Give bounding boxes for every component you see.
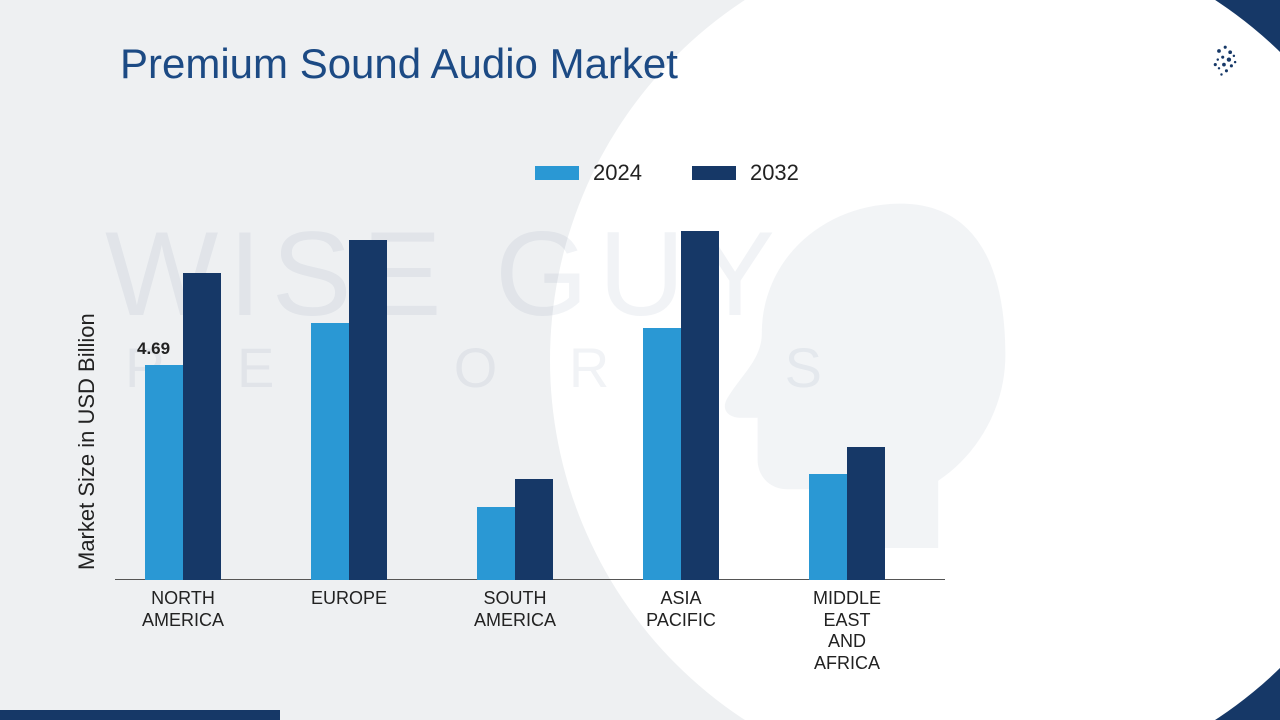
brand-head-icon	[1188, 32, 1250, 104]
bar-series-1	[145, 365, 183, 580]
bar-series-1	[311, 323, 349, 580]
legend-item: 2024	[535, 160, 642, 186]
legend-label: 2024	[593, 160, 642, 186]
legend-label: 2032	[750, 160, 799, 186]
bar-series-1	[477, 507, 515, 580]
bar-series-2	[183, 273, 221, 580]
brand-block: WISE GUY REPORTS	[1008, 32, 1250, 104]
brand-name: WISE GUY	[1008, 32, 1182, 66]
chart-canvas: WISE GUY R E P O R T S Premium Sound Aud…	[0, 0, 1280, 720]
bar-series-2	[681, 231, 719, 580]
bar-series-2	[847, 447, 885, 580]
bar-series-1	[809, 474, 847, 580]
bar-value-label: 4.69	[137, 339, 170, 359]
bottom-accent-bar	[0, 710, 280, 720]
category-label: EUROPE	[286, 588, 412, 610]
category-label: MIDDLEEASTANDAFRICA	[784, 588, 910, 674]
legend-swatch	[692, 166, 736, 180]
plot-area: 4.69NORTHAMERICAEUROPESOUTHAMERICAASIAPA…	[115, 190, 945, 580]
category-label: SOUTHAMERICA	[452, 588, 578, 631]
chart-title: Premium Sound Audio Market	[120, 40, 678, 88]
legend: 2024 2032	[535, 160, 799, 186]
legend-item: 2032	[692, 160, 799, 186]
bar-series-2	[515, 479, 553, 580]
category-label: NORTHAMERICA	[120, 588, 246, 631]
category-label: ASIAPACIFIC	[618, 588, 744, 631]
y-axis-label: Market Size in USD Billion	[74, 313, 100, 570]
legend-swatch	[535, 166, 579, 180]
bar-series-2	[349, 240, 387, 580]
brand-subtitle: REPORTS	[1008, 64, 1182, 80]
bar-series-1	[643, 328, 681, 580]
